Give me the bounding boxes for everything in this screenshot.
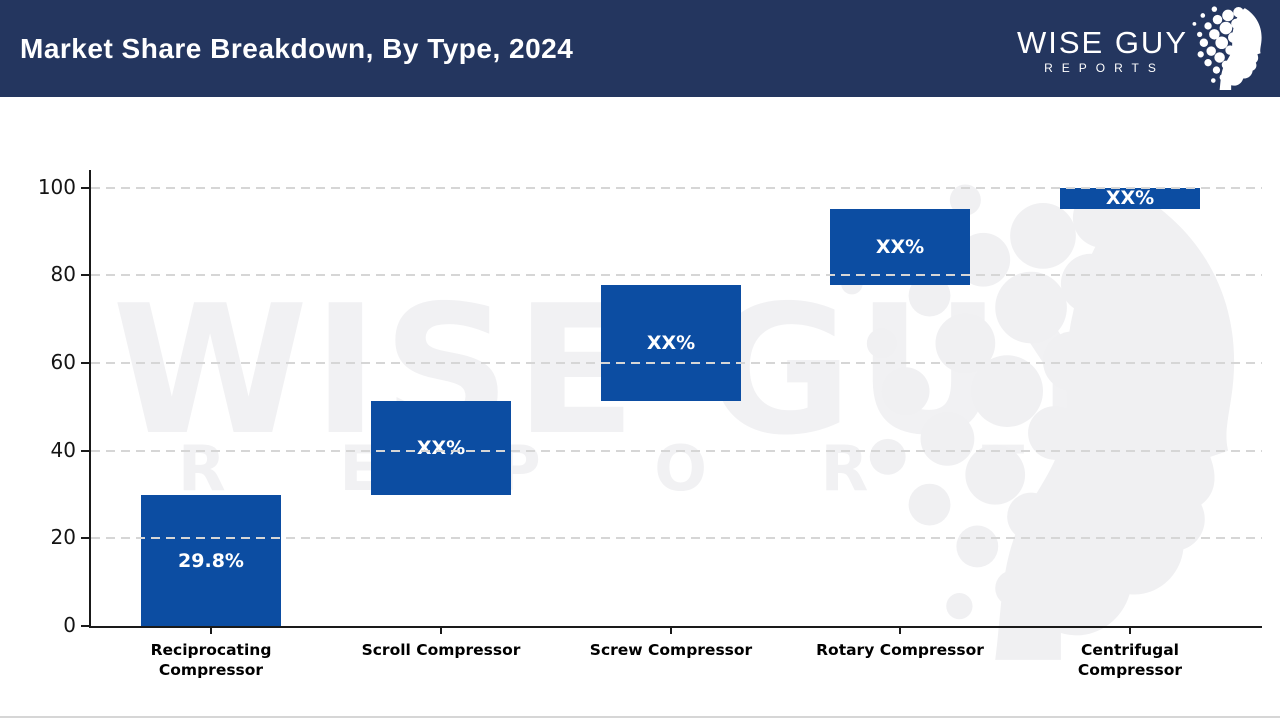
- bar-screw-compressor: XX%: [601, 285, 741, 402]
- bar-chart: 0 20 40 60 80 100 29.8% Reciprocating Compresso…: [0, 97, 1280, 720]
- y-tick-mark-0: [81, 625, 89, 627]
- y-tick-label-20: 20: [50, 525, 76, 550]
- gridline-20: [91, 537, 1262, 540]
- y-tick-label-80: 80: [50, 262, 76, 287]
- y-tick-label-100: 100: [37, 174, 76, 199]
- y-tick-mark-60: [81, 361, 89, 364]
- x-category-label: Scroll Compressor: [361, 641, 521, 659]
- page-title: Market Share Breakdown, By Type, 2024: [20, 32, 574, 64]
- y-tick-mark-100: [81, 186, 89, 189]
- bar-scroll-compressor: XX%: [371, 401, 511, 496]
- y-tick-label-0: 0: [63, 613, 76, 637]
- y-tick-mark-40: [81, 449, 89, 452]
- brand-logo-text: WISE GUY REPORTS: [1017, 27, 1188, 74]
- x-axis-spine: [89, 626, 1262, 628]
- x-category-label: Rotary Compressor: [816, 641, 984, 659]
- y-tick-label-40: 40: [50, 437, 76, 462]
- header-bar: Market Share Breakdown, By Type, 2024 WI…: [0, 0, 1280, 97]
- x-category-label: Screw Compressor: [589, 641, 753, 659]
- bar-reciprocating-compressor: 29.8%: [141, 495, 281, 626]
- bar-value-label: 29.8%: [178, 549, 244, 572]
- bar-value-label: XX%: [875, 235, 925, 258]
- x-tick-mark: [670, 628, 672, 634]
- brand-logo: WISE GUY REPORTS: [1017, 6, 1266, 94]
- bottom-divider: [0, 716, 1280, 718]
- x-tick-mark: [1129, 628, 1131, 634]
- logo-head-icon: [1190, 6, 1266, 94]
- x-category-label: Centrifugal Compressor: [1077, 641, 1183, 680]
- x-category-label: Reciprocating Compressor: [150, 641, 272, 680]
- x-tick-mark: [440, 628, 442, 634]
- bar-value-label: XX%: [416, 437, 466, 460]
- y-tick-label-60: 60: [50, 349, 76, 374]
- gridline-40: [91, 449, 1262, 452]
- brand-subtitle: REPORTS: [1044, 60, 1165, 75]
- gridline-60: [91, 361, 1262, 364]
- gridline-80: [91, 274, 1262, 277]
- bar-value-label: XX%: [1105, 187, 1155, 210]
- brand-name: WISE GUY: [1016, 24, 1188, 60]
- bar-value-label: XX%: [646, 332, 696, 355]
- bar-centrifugal-compressor: XX%: [1060, 187, 1200, 210]
- x-tick-mark: [210, 628, 212, 634]
- y-tick-mark-20: [81, 537, 89, 540]
- gridline-100: [91, 186, 1262, 189]
- y-axis-spine: [89, 170, 91, 628]
- x-tick-mark: [899, 628, 901, 634]
- y-tick-mark-80: [81, 274, 89, 277]
